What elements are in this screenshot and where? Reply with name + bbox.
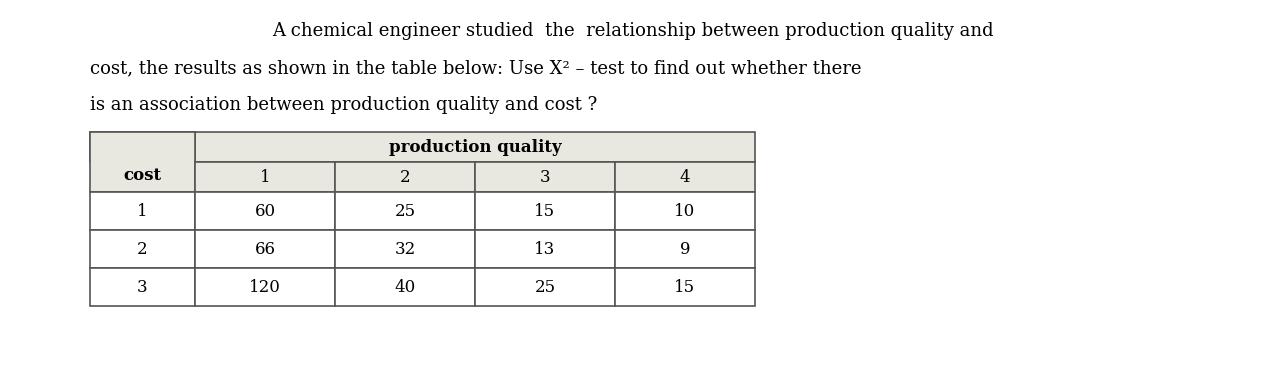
Bar (90, 132, 195, 192)
Bar (614, 230, 755, 268)
Text: 25: 25 (535, 279, 555, 296)
Bar (195, 268, 334, 306)
Bar (334, 162, 475, 192)
Text: 15: 15 (674, 279, 696, 296)
Bar (90, 192, 195, 230)
Text: 25: 25 (394, 202, 416, 219)
Bar (475, 162, 614, 192)
Text: 4: 4 (679, 168, 691, 185)
Bar (90, 230, 195, 268)
Text: 2: 2 (399, 168, 411, 185)
Bar (475, 192, 614, 230)
Text: 2: 2 (137, 240, 148, 258)
Text: 10: 10 (674, 202, 696, 219)
Text: 40: 40 (394, 279, 416, 296)
Text: cost: cost (123, 166, 162, 184)
Bar (90, 132, 195, 162)
Bar (334, 230, 475, 268)
Text: 66: 66 (255, 240, 275, 258)
Text: 60: 60 (255, 202, 275, 219)
Text: 9: 9 (680, 240, 691, 258)
Bar (195, 132, 755, 162)
Bar (614, 162, 755, 192)
Text: is an association between production quality and cost ?: is an association between production qua… (90, 96, 597, 114)
Bar (475, 230, 614, 268)
Bar (614, 192, 755, 230)
Text: 15: 15 (535, 202, 555, 219)
Text: cost, the results as shown in the table below: Use X² – test to find out whether: cost, the results as shown in the table … (90, 59, 862, 77)
Bar (475, 268, 614, 306)
Bar (195, 162, 334, 192)
Bar (334, 268, 475, 306)
Text: 3: 3 (137, 279, 148, 296)
Bar (195, 192, 334, 230)
Bar (334, 192, 475, 230)
Text: A chemical engineer studied  the  relationship between production quality and: A chemical engineer studied the relation… (272, 22, 993, 40)
Text: 1: 1 (260, 168, 270, 185)
Text: production quality: production quality (389, 138, 561, 155)
Text: 3: 3 (540, 168, 550, 185)
Text: 120: 120 (250, 279, 281, 296)
Bar (90, 268, 195, 306)
Text: 32: 32 (394, 240, 416, 258)
Text: 13: 13 (535, 240, 556, 258)
Bar (195, 230, 334, 268)
Bar (614, 268, 755, 306)
Text: 1: 1 (137, 202, 148, 219)
